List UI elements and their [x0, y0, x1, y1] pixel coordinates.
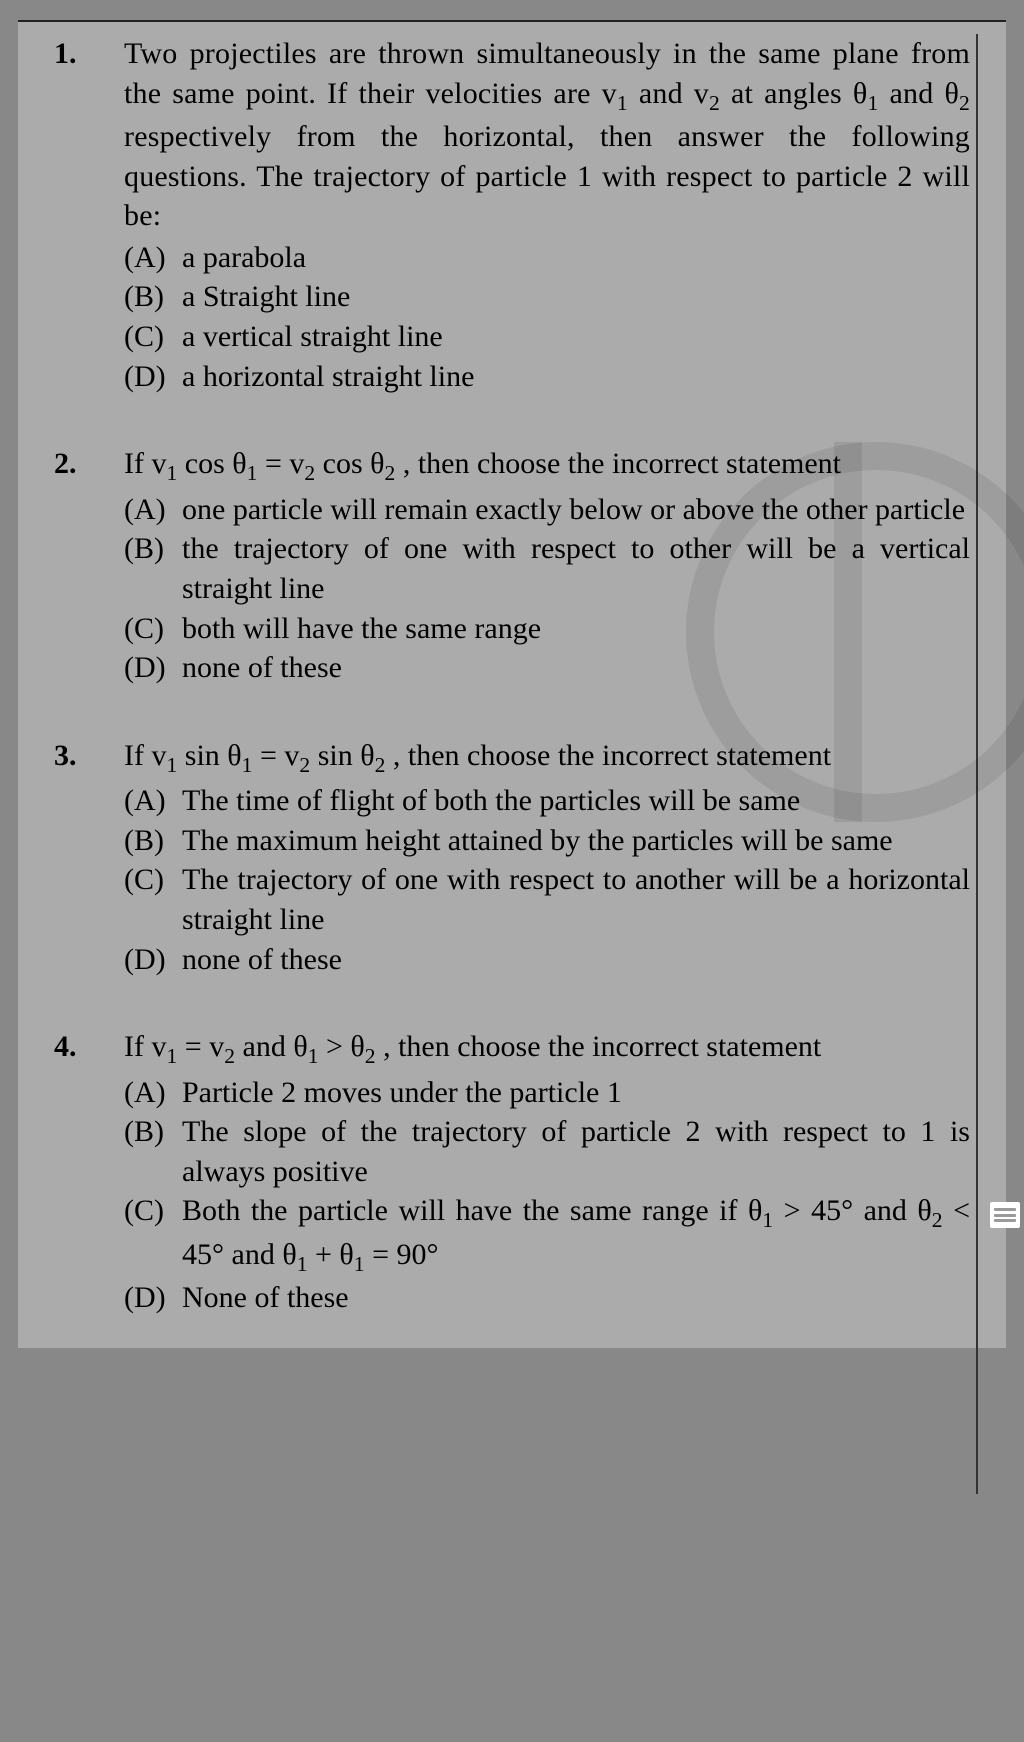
option-c: (C)Both the particle will have the same …	[124, 1191, 970, 1278]
question-number: 2.	[54, 444, 124, 687]
option-c: (C)The trajectory of one with respect to…	[124, 860, 970, 939]
option-b: (B)The maximum height attained by the pa…	[124, 821, 970, 861]
question-stem: If v1 sin θ1 = v2 sin θ2 , then choose t…	[124, 736, 970, 780]
question-body: If v1 sin θ1 = v2 sin θ2 , then choose t…	[124, 736, 970, 979]
option-a: (A)Particle 2 moves under the particle 1	[124, 1073, 970, 1113]
column-divider	[976, 34, 978, 1494]
option-a: (A)a parabola	[124, 238, 970, 278]
options: (A)a parabola (B)a Straight line (C)a ve…	[124, 238, 970, 396]
question-stem: Two projectiles are thrown simultaneousl…	[124, 34, 970, 236]
question-number: 4.	[54, 1027, 124, 1318]
option-d: (D)none of these	[124, 648, 970, 688]
option-b: (B)the trajectory of one with respect to…	[124, 529, 970, 608]
question-1: 1. Two projectiles are thrown simultaneo…	[54, 34, 970, 396]
question-4: 4. If v1 = v2 and θ1 > θ2 , then choose …	[54, 1027, 970, 1318]
question-body: If v1 = v2 and θ1 > θ2 , then choose the…	[124, 1027, 970, 1318]
question-body: Two projectiles are thrown simultaneousl…	[124, 34, 970, 396]
option-a: (A)The time of flight of both the partic…	[124, 781, 970, 821]
option-c: (C)both will have the same range	[124, 609, 970, 649]
option-d: (D)a horizontal straight line	[124, 357, 970, 397]
page: 1. Two projectiles are thrown simultaneo…	[18, 20, 1006, 1348]
option-d: (D)none of these	[124, 940, 970, 980]
option-a: (A)one particle will remain exactly belo…	[124, 490, 970, 530]
options: (A)one particle will remain exactly belo…	[124, 490, 970, 688]
options: (A)Particle 2 moves under the particle 1…	[124, 1073, 970, 1318]
option-d: (D)None of these	[124, 1278, 970, 1318]
question-stem: If v1 = v2 and θ1 > θ2 , then choose the…	[124, 1027, 970, 1071]
question-number: 1.	[54, 34, 124, 396]
question-3: 3. If v1 sin θ1 = v2 sin θ2 , then choos…	[54, 736, 970, 979]
question-number: 3.	[54, 736, 124, 979]
options: (A)The time of flight of both the partic…	[124, 781, 970, 979]
question-stem: If v1 cos θ1 = v2 cos θ2 , then choose t…	[124, 444, 970, 488]
option-b: (B)a Straight line	[124, 277, 970, 317]
option-b: (B)The slope of the trajectory of partic…	[124, 1112, 970, 1191]
question-2: 2. If v1 cos θ1 = v2 cos θ2 , then choos…	[54, 444, 970, 687]
menu-icon[interactable]	[990, 1202, 1020, 1228]
question-body: If v1 cos θ1 = v2 cos θ2 , then choose t…	[124, 444, 970, 687]
option-c: (C)a vertical straight line	[124, 317, 970, 357]
